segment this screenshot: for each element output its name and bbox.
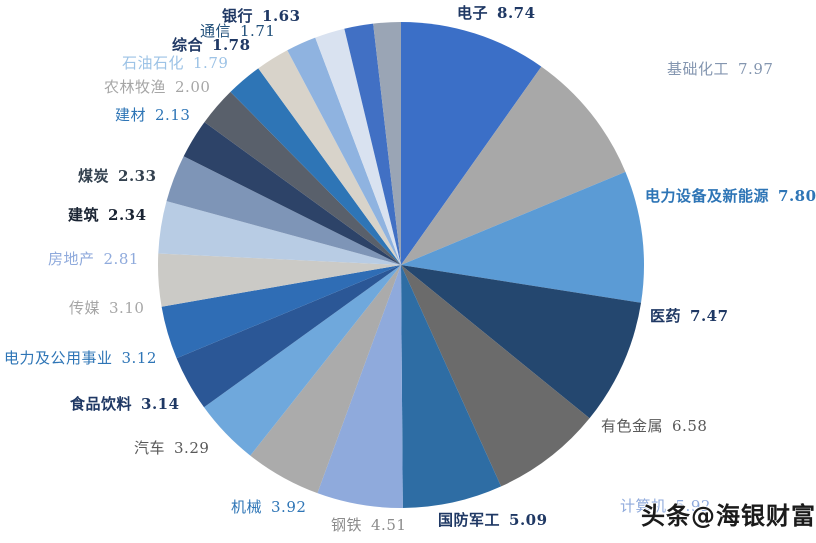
label-electronics: 电子 8.74 xyxy=(457,5,536,22)
industry-value: 1.71 xyxy=(240,22,276,40)
industry-name: 建材 xyxy=(115,106,147,124)
industry-value: 6.58 xyxy=(672,417,708,435)
label-nonferrous-metals: 有色金属 6.58 xyxy=(601,418,707,435)
industry-name: 传媒 xyxy=(69,299,101,317)
pie-slice-machinery xyxy=(204,265,401,456)
industry-name: 计算机 xyxy=(620,497,667,515)
industry-value: 7.80 xyxy=(778,187,816,205)
industry-value: 2.00 xyxy=(175,78,211,96)
industry-name: 机械 xyxy=(231,498,263,516)
industry-name: 电力及公用事业 xyxy=(4,349,113,367)
label-machinery: 机械 3.92 xyxy=(231,499,306,516)
pie-slice-building-materials xyxy=(230,68,401,265)
pie-slice-computer xyxy=(401,265,502,508)
label-construction: 建筑 2.34 xyxy=(68,207,147,224)
industry-value: 4.51 xyxy=(371,516,407,534)
industry-name: 有色金属 xyxy=(601,417,664,435)
label-pharmaceuticals: 医药 7.47 xyxy=(650,308,729,325)
industry-value: 2.34 xyxy=(108,206,147,224)
industry-name: 煤炭 xyxy=(78,167,110,185)
label-comprehensive: 综合 1.78 xyxy=(172,37,251,54)
pie-slice-petrochemical xyxy=(287,37,401,265)
label-computer: 计算机 5.92 xyxy=(620,498,711,515)
label-power-utilities: 电力及公用事业 3.12 xyxy=(4,350,157,367)
pie-slice-construction xyxy=(183,122,401,265)
industry-value: 2.33 xyxy=(118,167,157,185)
industry-value: 1.79 xyxy=(193,54,229,72)
pie-slice-pharmaceuticals xyxy=(401,265,642,419)
label-coal: 煤炭 2.33 xyxy=(78,168,157,185)
industry-name: 建筑 xyxy=(68,206,100,224)
pie-slice-nonferrous-metals xyxy=(401,265,590,487)
pie-slice-media xyxy=(158,201,401,265)
industry-name: 房地产 xyxy=(48,250,95,268)
pie-slice-power-equipment-new-energy xyxy=(401,171,644,303)
label-power-equipment-new-energy: 电力设备及新能源 7.80 xyxy=(645,188,816,205)
label-bank: 银行 1.63 xyxy=(222,8,301,25)
label-petrochemical: 石油石化 1.79 xyxy=(122,55,228,72)
industry-name: 农林牧渔 xyxy=(104,78,167,96)
label-automobile: 汽车 3.29 xyxy=(134,440,209,457)
watermark: 头条@海银财富 xyxy=(641,502,816,530)
industry-value: 2.81 xyxy=(103,250,139,268)
industry-name: 电子 xyxy=(457,4,489,22)
pie-slice-bank xyxy=(373,22,401,265)
pie-slice-agriculture xyxy=(258,50,401,265)
industry-value: 1.63 xyxy=(262,7,301,25)
industry-value: 7.47 xyxy=(690,307,729,325)
pie-slice-power-utilities xyxy=(157,253,401,307)
pie-slice-comprehensive xyxy=(315,28,401,266)
industry-name: 医药 xyxy=(650,307,682,325)
pie-slice-electronics xyxy=(401,22,542,265)
industry-name: 国防军工 xyxy=(438,511,501,529)
label-building-materials: 建材 2.13 xyxy=(115,107,190,124)
industry-value: 8.74 xyxy=(497,4,536,22)
industry-name: 通信 xyxy=(200,22,232,40)
industry-value: 3.14 xyxy=(141,395,180,413)
industry-value: 1.78 xyxy=(212,36,251,54)
label-telecom: 通信 1.71 xyxy=(200,23,275,40)
label-agriculture: 农林牧渔 2.00 xyxy=(104,79,210,96)
industry-value: 5.09 xyxy=(509,511,548,529)
industry-name: 电力设备及新能源 xyxy=(645,187,770,205)
industry-name: 石油石化 xyxy=(122,54,185,72)
pie-slice-basic-chemicals xyxy=(401,66,626,265)
pie-slice-food-beverage xyxy=(161,265,401,359)
industry-name: 汽车 xyxy=(134,439,166,457)
industry-value: 2.13 xyxy=(155,106,191,124)
industry-name: 银行 xyxy=(222,7,254,25)
industry-value: 3.10 xyxy=(109,299,145,317)
pie-slice-telecom xyxy=(344,23,401,265)
label-food-beverage: 食品饮料 3.14 xyxy=(70,396,180,413)
pie-slice-steel xyxy=(250,265,401,494)
pie-slice-coal xyxy=(204,91,401,265)
industry-value: 5.92 xyxy=(675,497,711,515)
label-basic-chemicals: 基础化工 7.97 xyxy=(667,61,773,78)
industry-value: 3.12 xyxy=(121,349,157,367)
label-real-estate: 房地产 2.81 xyxy=(48,251,139,268)
label-media: 传媒 3.10 xyxy=(69,300,144,317)
pie-slice-real-estate xyxy=(166,156,401,265)
industry-name: 基础化工 xyxy=(667,60,730,78)
industry-name: 食品饮料 xyxy=(70,395,133,413)
pie-slice-automobile xyxy=(176,265,401,408)
industry-value: 3.92 xyxy=(271,498,307,516)
industry-value: 7.97 xyxy=(738,60,774,78)
label-steel: 钢铁 4.51 xyxy=(331,517,406,534)
industry-name: 综合 xyxy=(172,36,204,54)
industry-value: 3.29 xyxy=(174,439,210,457)
industry-name: 钢铁 xyxy=(331,516,363,534)
label-defense-military: 国防军工 5.09 xyxy=(438,512,548,529)
pie-slice-defense-military xyxy=(317,265,403,508)
